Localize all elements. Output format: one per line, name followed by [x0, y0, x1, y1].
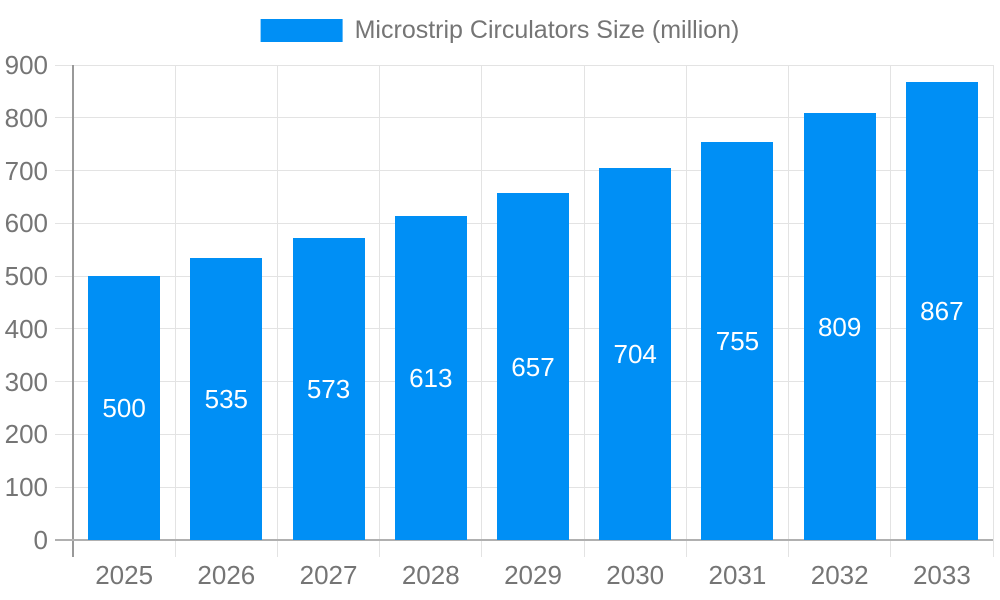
x-tick-label: 2033 [912, 560, 971, 590]
bar-value-label: 500 [102, 393, 146, 424]
bar-value-label: 704 [613, 339, 657, 370]
bar-value-label: 867 [920, 296, 964, 327]
gridline-v [379, 65, 381, 557]
gridline-h [55, 117, 993, 119]
y-tick-label: 400 [4, 313, 48, 344]
y-tick-label: 500 [4, 261, 48, 292]
bar: 535 [190, 257, 263, 540]
bar-value-label: 535 [204, 383, 249, 414]
bar: 704 [599, 168, 672, 540]
legend-label: Microstrip Circulators Size (million) [354, 16, 740, 44]
bar: 809 [803, 113, 876, 540]
x-axis-line [55, 539, 993, 541]
bar: 657 [497, 193, 569, 540]
y-tick-label: 600 [4, 208, 48, 239]
gridline-v [788, 65, 790, 557]
y-tick-label: 100 [4, 472, 48, 503]
x-tick-label: 2025 [95, 560, 154, 590]
bar-value-label: 755 [715, 325, 760, 356]
bar: 755 [701, 141, 774, 540]
gridline-v [583, 65, 585, 557]
bar: 500 [88, 276, 161, 540]
bar: 573 [292, 237, 365, 540]
gridline-h [55, 64, 993, 66]
legend-swatch [260, 19, 343, 42]
bar: 613 [394, 216, 467, 540]
y-tick-label: 700 [4, 155, 48, 186]
x-tick-label: 2031 [708, 560, 767, 590]
y-tick-label: 300 [4, 366, 48, 397]
y-tick-label: 200 [4, 419, 48, 450]
bar: 867 [905, 82, 978, 540]
gridline-v [890, 65, 892, 557]
x-tick-label: 2027 [299, 560, 358, 590]
bar-value-label: 613 [409, 363, 453, 394]
y-tick-label: 900 [4, 50, 48, 80]
x-tick-label: 2030 [606, 560, 665, 590]
gridline-v [481, 65, 483, 557]
x-tick-label: 2032 [810, 560, 869, 590]
y-tick-label: 0 [33, 525, 48, 555]
gridline-v [685, 65, 687, 557]
gridline-v [276, 65, 278, 557]
y-tick-label: 800 [4, 102, 48, 133]
gridline-v [174, 65, 176, 557]
legend: Microstrip Circulators Size (million) [260, 16, 740, 44]
bar-value-label: 573 [306, 373, 351, 404]
bar-value-label: 657 [511, 351, 555, 382]
y-axis-line [72, 65, 74, 557]
x-tick-label: 2028 [401, 560, 460, 590]
bar-value-label: 809 [817, 311, 862, 342]
x-tick-label: 2029 [504, 560, 562, 590]
gridline-v [992, 65, 994, 557]
x-tick-label: 2026 [197, 560, 256, 590]
gridline-h [55, 170, 993, 172]
